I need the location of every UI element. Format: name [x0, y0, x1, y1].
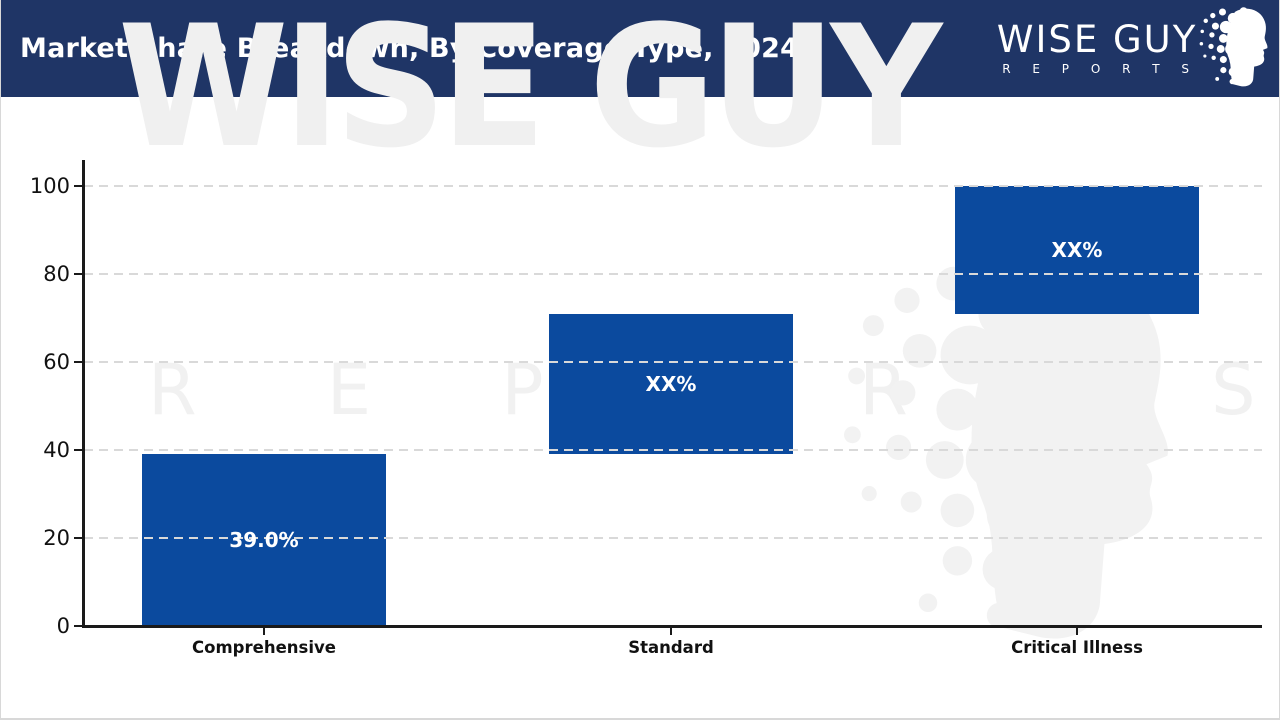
y-tick-mark [74, 185, 84, 187]
wiseguy-logo: WISE GUY R E P O R T S [996, 5, 1280, 93]
chart-title: Market Share Breakdown, By Coverage Type… [20, 33, 800, 64]
header: Market Share Breakdown, By Coverage Type… [0, 0, 1280, 97]
x-axis-line [82, 625, 1262, 628]
bar-segment [142, 454, 386, 626]
gridline [84, 449, 1262, 451]
logo-face-icon [1180, 5, 1272, 93]
y-tick-label: 80 [43, 262, 70, 286]
x-category-label: Critical Illness [1011, 638, 1143, 657]
bar-segment [955, 186, 1199, 314]
x-tick-mark [1076, 628, 1078, 635]
x-tick-mark [263, 628, 265, 635]
y-tick-mark [74, 361, 84, 363]
x-category-label: Comprehensive [192, 638, 336, 657]
y-axis-line [82, 160, 85, 628]
watermark-wordmark: WISE GUY [118, 0, 942, 185]
x-tick-mark [670, 628, 672, 635]
gridline [84, 185, 1262, 187]
logo-text: WISE GUY R E P O R T S [996, 21, 1198, 76]
bar-segment [549, 313, 793, 455]
bar-value-label: XX% [1051, 237, 1103, 262]
y-tick-label: 20 [43, 526, 70, 550]
y-tick-mark [74, 537, 84, 539]
logo-subtext: R E P O R T S [1002, 62, 1198, 76]
y-tick-label: 40 [43, 438, 70, 462]
gridline [84, 361, 1262, 363]
gridline [84, 273, 1262, 275]
gridline [84, 537, 1262, 539]
x-category-label: Standard [628, 638, 714, 657]
y-tick-mark [74, 273, 84, 275]
y-tick-mark [74, 449, 84, 451]
y-tick-label: 100 [29, 174, 70, 198]
y-tick-label: 0 [56, 614, 70, 638]
logo-wordmark: WISE GUY [996, 18, 1198, 61]
y-tick-label: 60 [43, 350, 70, 374]
bar-value-label: 39.0% [229, 528, 299, 553]
y-tick-mark [74, 625, 84, 627]
watermark-face-icon [760, 225, 1180, 695]
bar-value-label: XX% [645, 372, 697, 396]
